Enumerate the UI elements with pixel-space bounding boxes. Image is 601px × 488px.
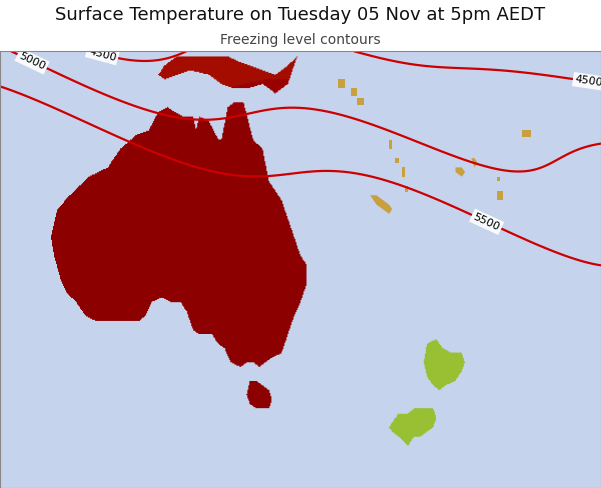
Text: 5500: 5500 (472, 211, 501, 232)
Polygon shape (456, 167, 465, 177)
Polygon shape (471, 158, 478, 167)
Polygon shape (522, 130, 531, 137)
Polygon shape (496, 177, 500, 182)
Polygon shape (496, 191, 503, 200)
Text: 4500: 4500 (575, 74, 601, 88)
Polygon shape (405, 186, 408, 192)
Polygon shape (358, 98, 364, 105)
Polygon shape (395, 158, 398, 163)
Text: Surface Temperature on Tuesday 05 Nov at 5pm AEDT: Surface Temperature on Tuesday 05 Nov at… (55, 6, 546, 24)
Polygon shape (389, 140, 392, 149)
Text: Freezing level contours: Freezing level contours (220, 33, 381, 47)
Polygon shape (338, 79, 345, 88)
Text: 5000: 5000 (17, 51, 47, 72)
Polygon shape (401, 167, 405, 177)
Text: 4500: 4500 (88, 46, 117, 63)
Polygon shape (351, 88, 358, 96)
Polygon shape (370, 195, 392, 214)
